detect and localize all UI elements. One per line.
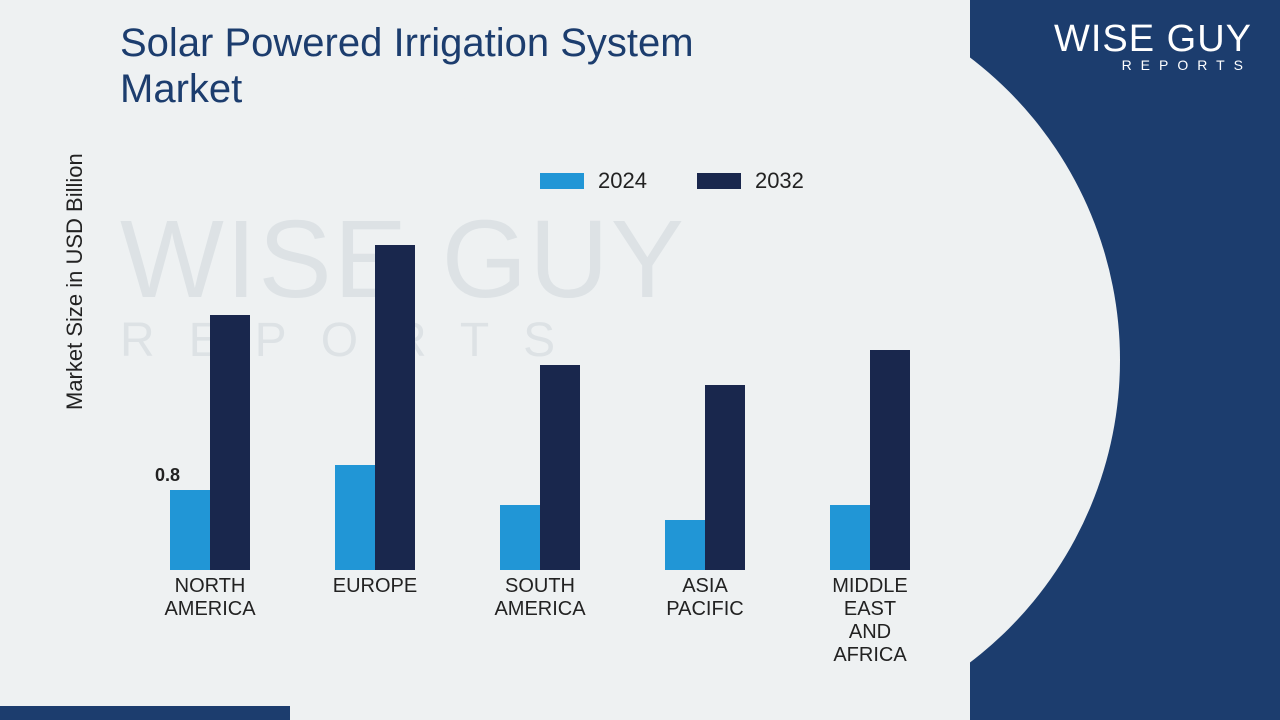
legend-label-2024: 2024	[598, 168, 647, 194]
bar-2032	[210, 315, 250, 570]
x-axis-label: NORTHAMERICA	[145, 575, 275, 621]
chart-title: Solar Powered Irrigation System Market	[120, 20, 770, 112]
bar-2032	[870, 350, 910, 570]
bar-2024	[170, 490, 210, 570]
bar-value-label: 0.8	[155, 465, 180, 486]
brand-main-text: WISE GUY	[1054, 18, 1252, 61]
chart-area: Market Size in USD Billion 2024 2032 0.8…	[60, 150, 980, 690]
bar-2024	[665, 520, 705, 570]
bar-group	[650, 385, 760, 570]
x-axis-label: EUROPE	[310, 575, 440, 598]
plot-region: 0.8	[150, 210, 970, 570]
bar-2024	[830, 505, 870, 570]
bar-group	[815, 350, 925, 570]
chart-canvas: WISE GUY REPORTS Solar Powered Irrigatio…	[0, 0, 1280, 720]
legend-swatch-2032	[697, 173, 741, 189]
bar-2024	[335, 465, 375, 570]
bar-2032	[540, 365, 580, 570]
bottom-accent-bar	[0, 706, 290, 720]
bar-group	[320, 245, 430, 570]
legend-item-2032: 2032	[697, 168, 804, 194]
legend-label-2032: 2032	[755, 168, 804, 194]
y-axis-label: Market Size in USD Billion	[62, 153, 88, 410]
brand-logo: WISE GUY REPORTS	[1054, 18, 1252, 73]
x-axis-label: ASIAPACIFIC	[640, 575, 770, 621]
legend: 2024 2032	[540, 168, 804, 194]
bar-2032	[705, 385, 745, 570]
legend-swatch-2024	[540, 173, 584, 189]
bar-group	[485, 365, 595, 570]
bar-2024	[500, 505, 540, 570]
legend-item-2024: 2024	[540, 168, 647, 194]
x-axis-label: MIDDLEEASTANDAFRICA	[805, 575, 935, 667]
bar-group: 0.8	[155, 315, 265, 570]
x-axis-label: SOUTHAMERICA	[475, 575, 605, 621]
bar-2032	[375, 245, 415, 570]
